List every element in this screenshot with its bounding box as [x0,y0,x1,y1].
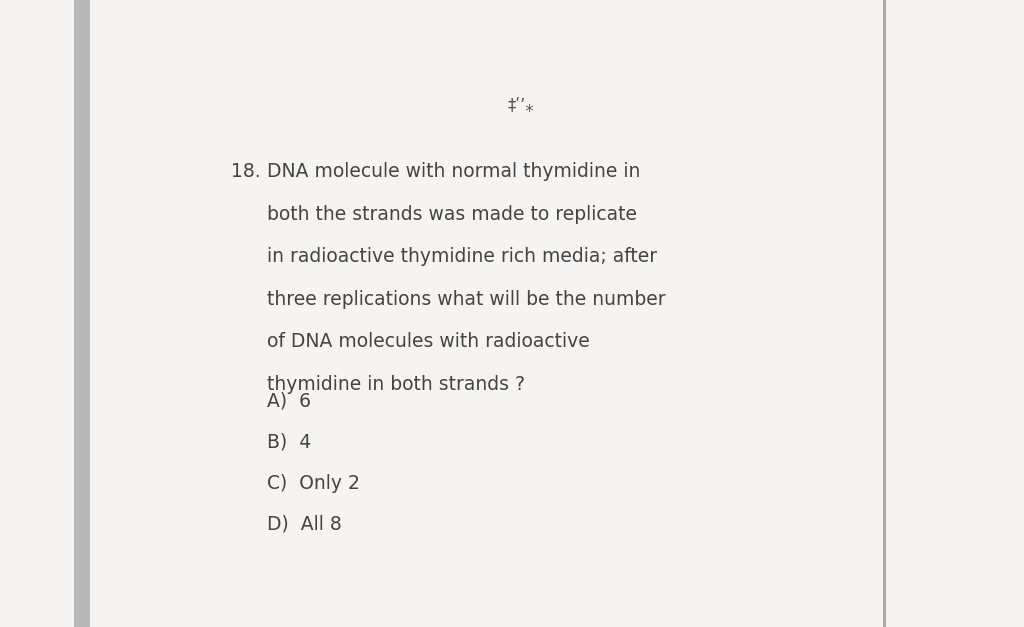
Text: both the strands was made to replicate: both the strands was made to replicate [267,204,637,224]
Text: D)  All 8: D) All 8 [267,515,342,534]
Text: of DNA molecules with radioactive: of DNA molecules with radioactive [267,332,590,351]
Text: in radioactive thymidine rich media; after: in radioactive thymidine rich media; aft… [267,247,657,266]
Text: DNA molecule with normal thymidine in: DNA molecule with normal thymidine in [267,162,640,181]
Text: three replications what will be the number: three replications what will be the numb… [267,290,666,308]
Text: thymidine in both strands ?: thymidine in both strands ? [267,374,525,394]
Text: ‡ʹ’⁎: ‡ʹ’⁎ [508,97,535,115]
Text: C)  Only 2: C) Only 2 [267,473,359,493]
Text: B)  4: B) 4 [267,433,311,451]
Text: 18.: 18. [231,162,261,181]
Text: A)  6: A) 6 [267,391,311,411]
